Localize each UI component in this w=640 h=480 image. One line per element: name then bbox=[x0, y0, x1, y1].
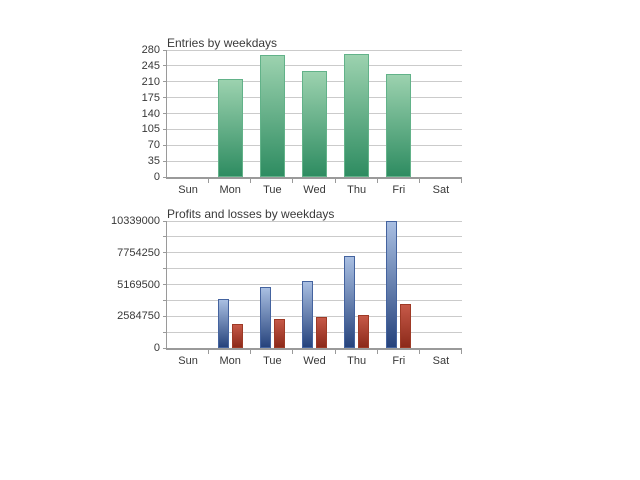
y-tick-label: 0 bbox=[153, 342, 160, 354]
bar-entries-wed bbox=[302, 71, 327, 177]
y-tick-label: 140 bbox=[141, 107, 160, 120]
y-gridline bbox=[167, 236, 462, 238]
bar-entries-fri bbox=[386, 74, 412, 177]
bar-losses-thu bbox=[358, 315, 370, 348]
bar-entries-mon bbox=[217, 79, 243, 177]
y-axis-tick bbox=[163, 268, 167, 270]
x-category-label: Fri bbox=[392, 355, 406, 367]
value-axis-line bbox=[166, 221, 167, 349]
y-axis-tick bbox=[163, 65, 167, 67]
y-tick-label: 35 bbox=[147, 155, 160, 168]
bar-losses-wed bbox=[316, 317, 327, 348]
y-axis-tick bbox=[163, 331, 167, 333]
y-tick-label: 70 bbox=[147, 139, 160, 152]
x-category-label: Sat bbox=[432, 355, 450, 367]
bar-losses-tue bbox=[273, 319, 285, 348]
y-tick-label: 105 bbox=[141, 123, 160, 136]
y-axis-tick bbox=[163, 81, 167, 83]
x-axis-tick bbox=[208, 350, 210, 354]
y-gridline bbox=[167, 65, 462, 67]
x-axis-tick bbox=[376, 350, 378, 354]
y-tick-label: 2584750 bbox=[117, 310, 160, 323]
y-tick-label: 5169500 bbox=[117, 278, 160, 291]
x-axis-tick bbox=[334, 179, 336, 183]
y-gridline bbox=[167, 252, 462, 254]
x-axis-tick bbox=[418, 179, 420, 183]
y-axis-tick bbox=[163, 284, 167, 285]
y-axis-tick bbox=[163, 97, 167, 99]
y-gridline bbox=[167, 268, 462, 270]
y-gridline bbox=[167, 299, 462, 301]
y-axis-tick bbox=[163, 236, 167, 238]
profits-chart-title: Profits and losses by weekdays bbox=[167, 207, 335, 221]
y-tick-label: 175 bbox=[141, 91, 160, 104]
x-axis-tick bbox=[292, 179, 294, 183]
y-axis-tick bbox=[163, 113, 167, 114]
y-gridline bbox=[167, 284, 462, 285]
bar-profits-wed bbox=[302, 281, 313, 348]
y-axis-tick bbox=[163, 160, 167, 162]
x-axis-tick bbox=[461, 350, 462, 354]
x-category-label: Thu bbox=[347, 355, 367, 367]
x-axis-tick bbox=[292, 350, 294, 354]
y-tick-label: 7754250 bbox=[117, 246, 160, 259]
y-tick-label: 245 bbox=[141, 59, 160, 72]
x-axis-tick bbox=[334, 350, 336, 354]
y-tick-label: 210 bbox=[141, 75, 160, 88]
y-axis-tick bbox=[163, 49, 167, 51]
x-category-label: Thu bbox=[347, 184, 367, 196]
y-axis-tick bbox=[163, 299, 167, 301]
x-axis-tick bbox=[461, 179, 462, 183]
y-axis-tick bbox=[163, 220, 167, 222]
bar-losses-fri bbox=[400, 304, 412, 348]
bar-entries-thu bbox=[344, 54, 370, 177]
x-category-label: Sun bbox=[178, 355, 198, 367]
y-axis-tick bbox=[163, 252, 167, 254]
y-tick-label: 0 bbox=[153, 171, 160, 183]
x-category-label: Sun bbox=[178, 184, 198, 196]
bar-losses-mon bbox=[231, 324, 243, 348]
x-axis-tick bbox=[376, 179, 378, 183]
x-category-label: Tue bbox=[263, 355, 282, 367]
value-axis-line bbox=[166, 50, 167, 178]
bar-profits-fri bbox=[386, 221, 398, 348]
x-axis-tick bbox=[250, 179, 252, 183]
x-axis-tick bbox=[418, 350, 420, 354]
x-category-label: Wed bbox=[303, 184, 326, 196]
x-category-label: Wed bbox=[303, 355, 326, 367]
bar-profits-thu bbox=[344, 256, 356, 348]
x-axis-tick bbox=[250, 350, 252, 354]
y-axis-tick bbox=[163, 347, 167, 349]
category-axis-line bbox=[166, 348, 462, 350]
y-gridline bbox=[167, 220, 462, 222]
bar-entries-tue bbox=[259, 55, 285, 177]
y-gridline bbox=[167, 49, 462, 51]
x-category-label: Tue bbox=[263, 184, 282, 196]
category-axis-line bbox=[166, 177, 462, 179]
y-axis-tick bbox=[163, 315, 167, 317]
y-gridline bbox=[167, 315, 462, 317]
y-gridline bbox=[167, 331, 462, 333]
y-axis-tick bbox=[163, 144, 167, 146]
x-category-label: Mon bbox=[219, 184, 241, 196]
y-axis-tick bbox=[163, 128, 167, 130]
entries-chart-title: Entries by weekdays bbox=[167, 36, 278, 50]
bar-profits-tue bbox=[259, 287, 271, 348]
x-category-label: Sat bbox=[432, 184, 450, 196]
y-tick-label: 280 bbox=[141, 44, 160, 56]
y-axis-tick bbox=[163, 176, 167, 178]
y-tick-label: 10339000 bbox=[111, 215, 160, 227]
x-axis-tick bbox=[208, 179, 210, 183]
x-category-label: Fri bbox=[392, 184, 406, 196]
bar-profits-mon bbox=[217, 299, 229, 348]
x-category-label: Mon bbox=[219, 355, 241, 367]
